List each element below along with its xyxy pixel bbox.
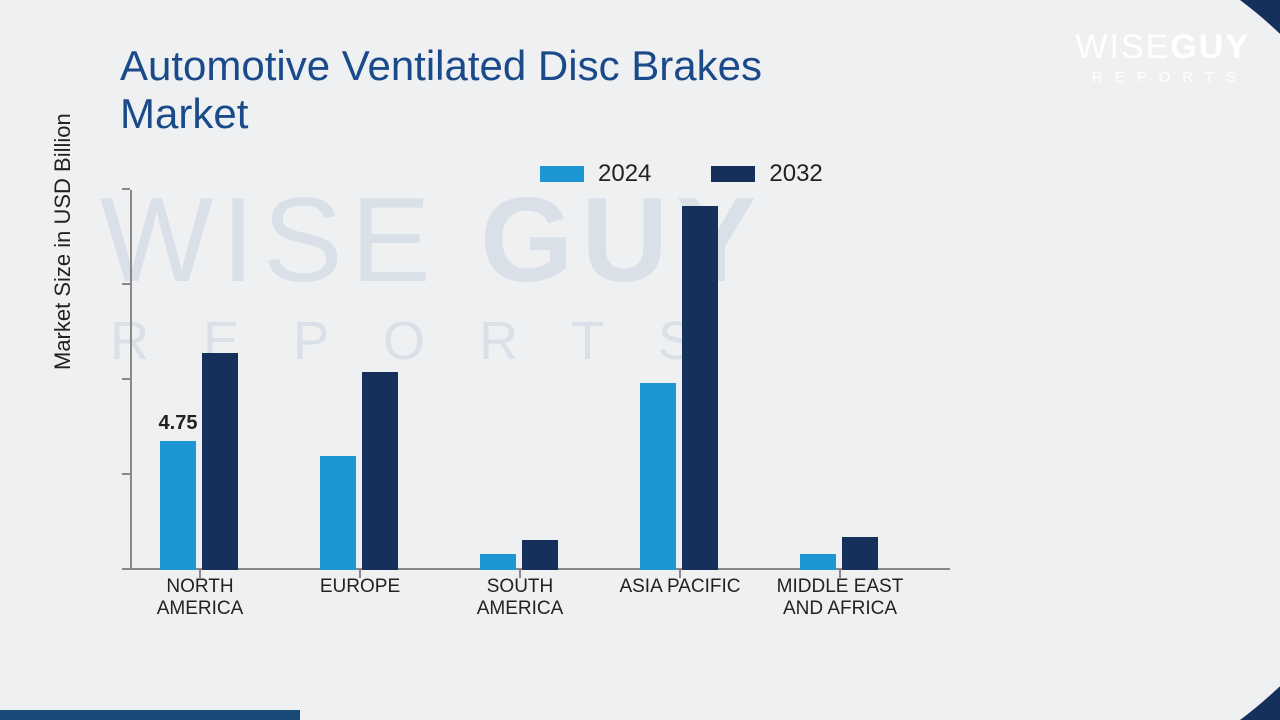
bar-2032 — [682, 206, 718, 570]
bar-2024 — [640, 383, 676, 570]
legend-label-2032: 2032 — [769, 160, 822, 188]
category-label: ASIA PACIFIC — [610, 576, 750, 598]
legend-item-2032: 2032 — [711, 160, 822, 188]
y-tick — [122, 378, 130, 380]
y-axis-label: Market Size in USD Billion — [50, 113, 76, 370]
y-tick — [122, 473, 130, 475]
y-tick — [122, 283, 130, 285]
y-axis-line — [130, 190, 132, 570]
infographic-stage: WISEGUY REPORTS Automotive Ventilated Di… — [0, 0, 1280, 720]
bar-2032 — [362, 372, 398, 570]
bar-2024 — [480, 554, 516, 570]
brand-logo: WISEGUY REPORTS — [1075, 28, 1250, 86]
category-label: EUROPE — [290, 576, 430, 598]
bar-2024 — [800, 554, 836, 570]
y-tick — [122, 188, 130, 190]
bar-2032 — [202, 353, 238, 570]
bar-2032 — [842, 537, 878, 570]
legend-swatch-2024 — [540, 166, 584, 182]
legend-swatch-2032 — [711, 166, 755, 182]
y-tick — [122, 568, 130, 570]
bar-2032 — [522, 540, 558, 570]
plot-area: 4.75 — [130, 190, 950, 570]
legend-label-2024: 2024 — [598, 160, 651, 188]
legend-item-2024: 2024 — [540, 160, 651, 188]
brand-line2: REPORTS — [1075, 69, 1250, 86]
bar-chart: Market Size in USD Billion 2024 2032 4.7… — [60, 160, 960, 700]
brand-line1-b: GUY — [1170, 28, 1250, 66]
category-label: SOUTH AMERICA — [450, 576, 590, 620]
chart-legend: 2024 2032 — [540, 160, 823, 188]
bar-2024 — [320, 456, 356, 570]
category-label: NORTH AMERICA — [130, 576, 270, 620]
bar-2024 — [160, 441, 196, 570]
category-label: MIDDLE EAST AND AFRICA — [770, 576, 910, 620]
brand-line1-a: WISE — [1075, 28, 1170, 66]
bar-value-label: 4.75 — [159, 412, 198, 435]
chart-title: Automotive Ventilated Disc Brakes Market — [120, 42, 840, 139]
bottom-accent-bar — [0, 710, 300, 720]
